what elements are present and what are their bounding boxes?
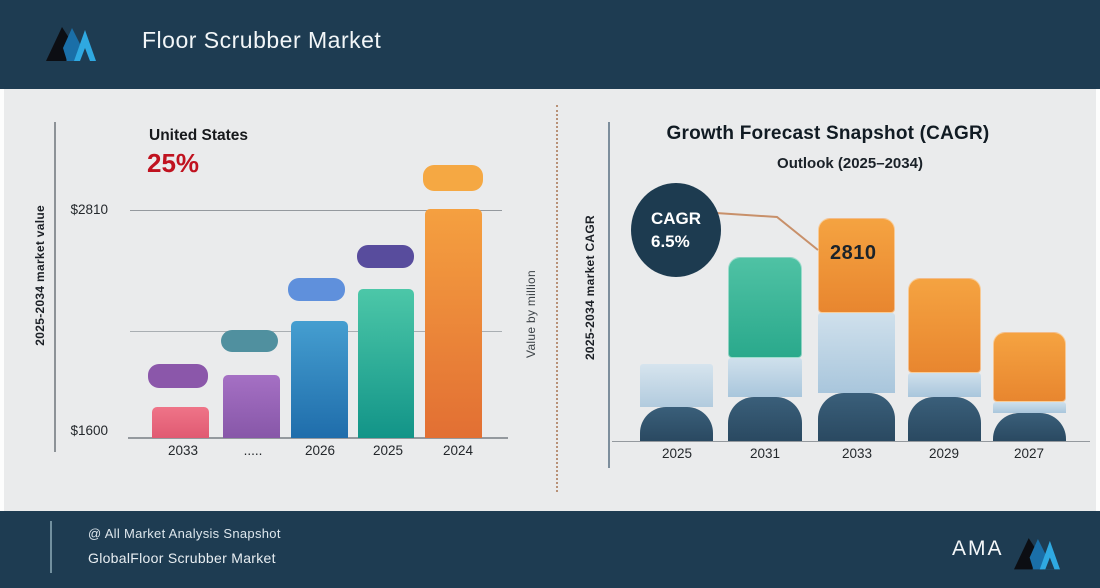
- right-x-label: 2025: [661, 446, 693, 461]
- left-bar-cap-2024: [423, 165, 483, 191]
- left-x-axis-line: [128, 437, 508, 439]
- left-bar-cap-2033: [148, 364, 208, 388]
- left-x-label: 2024: [442, 443, 474, 458]
- left-x-label: 2025: [372, 443, 404, 458]
- right-bar-2025-segment-dome: [640, 407, 713, 441]
- left-bar-cap-.....: [221, 330, 278, 352]
- right-bar-2027-segment-mid: [993, 402, 1066, 413]
- right-y-axis-label: 2025-2034 market CAGR: [583, 215, 597, 361]
- right-chart-subtitle: Outlook (2025–2034): [777, 155, 923, 172]
- right-bar-2029-segment-dome: [908, 397, 981, 441]
- left-bar-cap-2026: [288, 278, 345, 301]
- footer-band: [0, 511, 1100, 588]
- right-bar-2031-segment-top: [728, 257, 802, 358]
- footer-report-name: GlobalFloor Scrubber Market: [88, 550, 276, 566]
- right-chart-title: Growth Forecast Snapshot (CAGR): [666, 123, 990, 144]
- cagr-badge-label: CAGR: [651, 209, 702, 229]
- right-bar-2027-segment-top: [993, 332, 1066, 402]
- footer-attribution: @ All Market Analysis Snapshot: [88, 526, 281, 541]
- right-bar-2031-segment-dome: [728, 397, 802, 441]
- left-y-tick: $1600: [70, 423, 108, 438]
- right-x-label: 2027: [1013, 446, 1045, 461]
- right-x-label: 2033: [841, 446, 873, 461]
- page-title: Floor Scrubber Market: [142, 27, 382, 53]
- left-x-label: .....: [243, 443, 263, 458]
- left-chart-title: United States: [149, 127, 249, 144]
- cagr-badge: CAGR 6.5%: [631, 183, 721, 277]
- left-bar-2026: [291, 321, 348, 438]
- center-value-by-million-label: Value by million: [524, 270, 538, 358]
- footer-ama-logo-icon: [1014, 538, 1060, 570]
- footer-divider-line: [50, 521, 52, 573]
- left-bar-2024: [425, 209, 482, 438]
- left-y-axis-line: [54, 122, 56, 452]
- right-bar-2025-segment-mid: [640, 364, 713, 407]
- left-y-tick: $2810: [70, 202, 108, 217]
- right-x-label: 2029: [928, 446, 960, 461]
- footer-brand-text: AMA: [952, 537, 1004, 560]
- cagr-badge-value: 6.5%: [651, 231, 690, 251]
- ama-logo-icon: [46, 27, 96, 61]
- panel-divider-dotted-line: [556, 105, 558, 492]
- left-chart-highlight: 25%: [147, 148, 200, 178]
- left-bar-2025: [358, 289, 414, 438]
- left-bar-.....: [223, 375, 280, 438]
- right-bar-2033-segment-mid: [818, 313, 895, 393]
- right-x-label: 2031: [749, 446, 781, 461]
- right-bar-2029-segment-mid: [908, 373, 981, 397]
- right-bar-2029-segment-top: [908, 278, 981, 373]
- left-bar-cap-2025: [357, 245, 414, 268]
- left-gridline-top: [130, 210, 502, 211]
- left-x-label: 2033: [167, 443, 199, 458]
- right-bar-2033-segment-dome: [818, 393, 895, 441]
- right-x-axis-line: [612, 441, 1090, 442]
- right-bar-2027-segment-dome: [993, 413, 1066, 441]
- right-bar-2031-segment-mid: [728, 358, 802, 397]
- right-y-axis-line: [608, 122, 610, 468]
- left-bar-2033: [152, 407, 209, 438]
- left-y-axis-label: 2025-2034 market value: [33, 205, 47, 346]
- right-bar-2033-segment-top: [818, 218, 895, 313]
- left-x-label: 2026: [304, 443, 336, 458]
- header-band: Floor Scrubber Market: [0, 0, 1100, 89]
- bar-value-annotation: 2810: [830, 242, 877, 264]
